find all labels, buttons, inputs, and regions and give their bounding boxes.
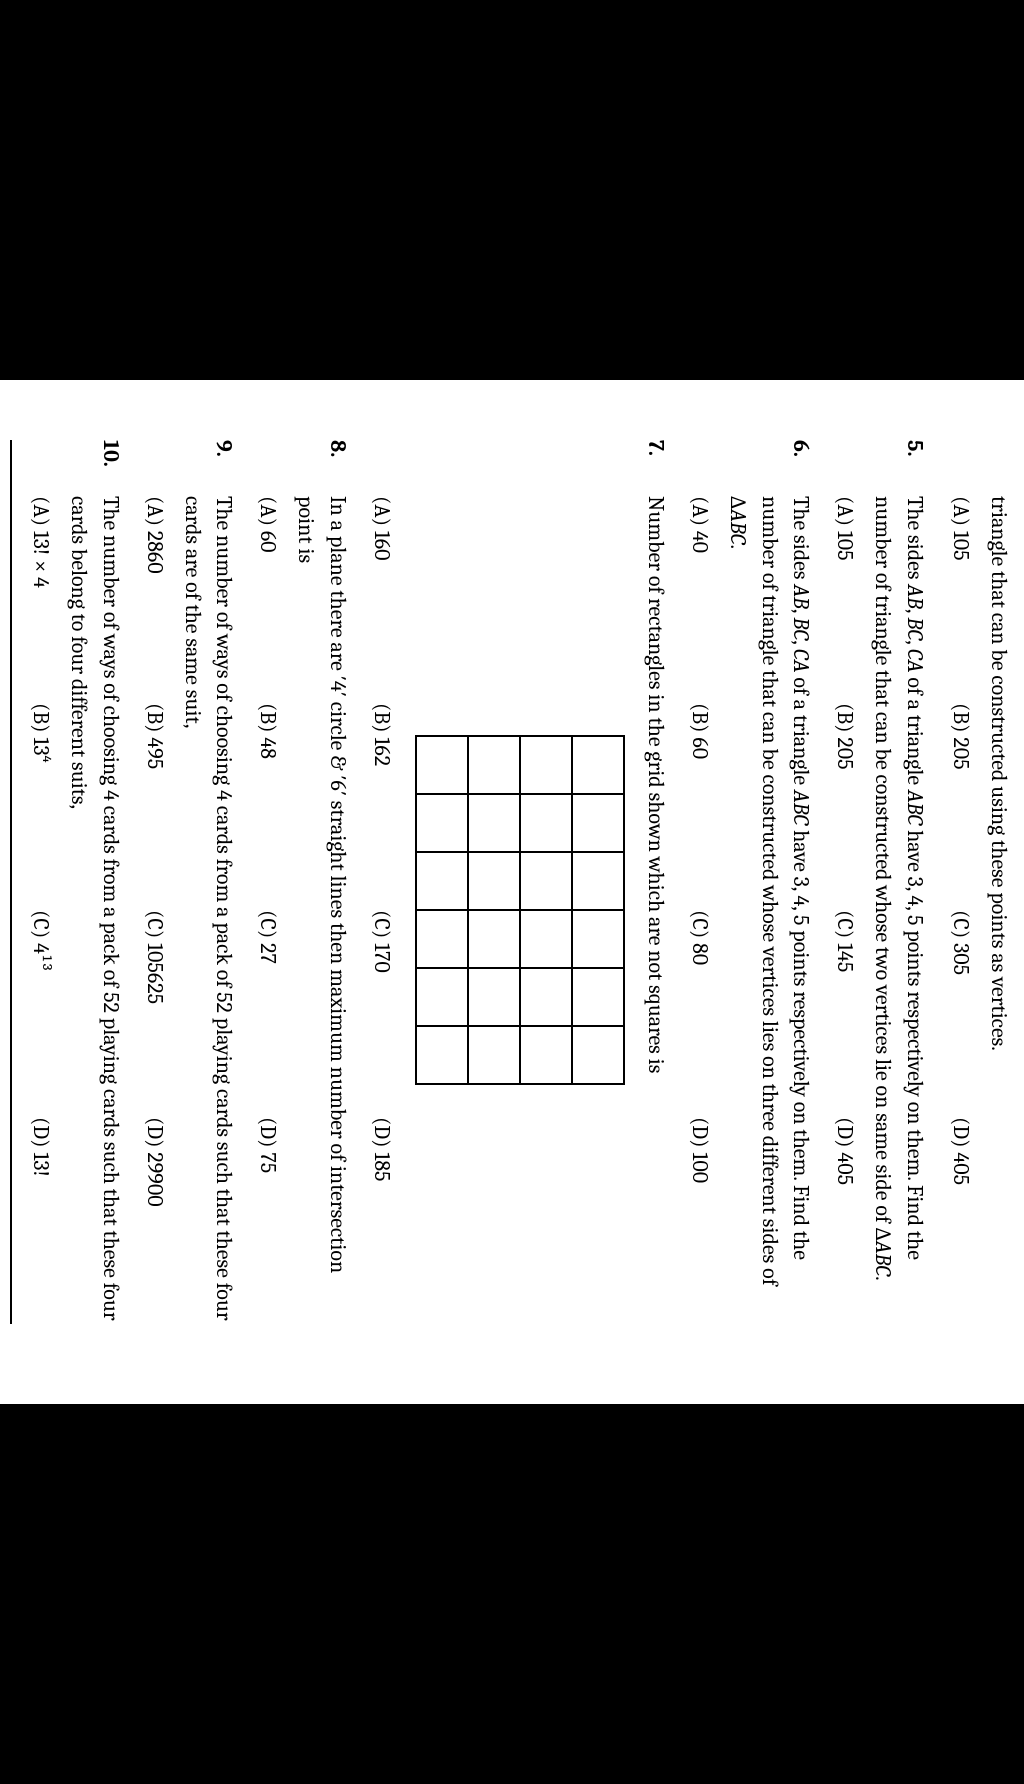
grid-cell — [416, 1026, 468, 1084]
question-body: The number of ways of choosing 4 cards f… — [138, 496, 240, 1324]
question-stem: Number of rectangles in the grid shown w… — [639, 496, 671, 1324]
grid-cell — [468, 968, 520, 1026]
intro-option-d: (D) 405 — [944, 1117, 976, 1324]
option-a: (A) 160 — [365, 496, 397, 703]
grid-cell — [520, 968, 572, 1026]
question-number: 7. — [365, 440, 671, 496]
option-c: (C) 80 — [683, 910, 715, 1117]
grid-cell — [572, 794, 624, 852]
grid-cell — [416, 910, 468, 968]
grid-figure — [415, 496, 625, 1324]
question-body: The sides AB, BC, CA of a triangle ABC h… — [828, 496, 930, 1324]
grid-cell — [572, 910, 624, 968]
grid-cell — [520, 852, 572, 910]
intro-options: (A) 105 (B) 205 (C) 305 (D) 405 — [944, 496, 976, 1324]
option-d: (D) 29900 — [138, 1117, 170, 1324]
question-stem: The number of ways of choosing 4 cards f… — [176, 496, 240, 1324]
option-a: (A) 40 — [683, 496, 715, 703]
grid-cell — [416, 736, 468, 794]
option-c: (C) 4¹³ — [24, 910, 56, 1117]
question-8: 8.In a plane there are ′4′ circle & ′6′ … — [251, 440, 353, 1324]
grid-cell — [572, 1026, 624, 1084]
grid-cell — [468, 794, 520, 852]
grid-table — [415, 735, 625, 1085]
grid-cell — [520, 736, 572, 794]
option-c: (C) 27 — [251, 910, 283, 1117]
option-a: (A) 60 — [251, 496, 283, 703]
option-a: (A) 2860 — [138, 496, 170, 703]
grid-cell — [416, 794, 468, 852]
grid-cell — [572, 968, 624, 1026]
question-stem: The number of ways of choosing 4 cards f… — [62, 496, 126, 1324]
option-b: (B) 205 — [828, 703, 860, 910]
intro-option-a: (A) 105 — [944, 496, 976, 703]
grid-cell — [572, 736, 624, 794]
question-7: 7.Number of rectangles in the grid shown… — [365, 440, 671, 1324]
intro-option-b: (B) 205 — [944, 703, 976, 910]
option-d: (D) 185 — [365, 1117, 397, 1324]
option-d: (D) 75 — [251, 1117, 283, 1324]
questions-list: 5.The sides AB, BC, CA of a triangle ABC… — [24, 440, 930, 1324]
page: triangle that can be constructed using t… — [0, 380, 1024, 1404]
grid-cell — [468, 1026, 520, 1084]
option-c: (C) 145 — [828, 910, 860, 1117]
question-body: Number of rectangles in the grid shown w… — [365, 496, 671, 1324]
option-b: (B) 13⁴ — [24, 703, 56, 910]
option-a: (A) 13! × 4 — [24, 496, 56, 703]
question-number: 9. — [138, 440, 240, 496]
intro-stem: triangle that can be constructed using t… — [982, 496, 1014, 1324]
question-6: 6.The sides AB, BC, CA of a triangle ABC… — [683, 440, 817, 1324]
question-stem: The sides AB, BC, CA of a triangle ABC h… — [721, 496, 817, 1324]
bottom-rule — [10, 440, 12, 1324]
question-stem: In a plane there are ′4′ circle & ′6′ st… — [289, 496, 353, 1324]
grid-cell — [416, 852, 468, 910]
grid-cell — [468, 852, 520, 910]
question-stem: The sides AB, BC, CA of a triangle ABC h… — [866, 496, 930, 1324]
option-c: (C) 105625 — [138, 910, 170, 1117]
grid-cell — [520, 910, 572, 968]
grid-cell — [572, 852, 624, 910]
option-a: (A) 105 — [828, 496, 860, 703]
question-number: 6. — [683, 440, 817, 496]
question-body: The number of ways of choosing 4 cards f… — [24, 496, 126, 1324]
question-options: (A) 2860(B) 495(C) 105625(D) 29900 — [138, 496, 170, 1324]
question-options: (A) 40(B) 60(C) 80(D) 100 — [683, 496, 715, 1324]
option-b: (B) 162 — [365, 703, 397, 910]
question-options: (A) 60(B) 48(C) 27(D) 75 — [251, 496, 283, 1324]
grid-cell — [468, 910, 520, 968]
question-9: 9.The number of ways of choosing 4 cards… — [138, 440, 240, 1324]
question-5: 5.The sides AB, BC, CA of a triangle ABC… — [828, 440, 930, 1324]
grid-cell — [520, 794, 572, 852]
option-c: (C) 170 — [365, 910, 397, 1117]
grid-cell — [416, 968, 468, 1026]
option-b: (B) 495 — [138, 703, 170, 910]
question-options: (A) 105(B) 205(C) 145(D) 405 — [828, 496, 860, 1324]
option-b: (B) 48 — [251, 703, 283, 910]
option-d: (D) 13! — [24, 1117, 56, 1324]
option-d: (D) 405 — [828, 1117, 860, 1324]
question-body: The sides AB, BC, CA of a triangle ABC h… — [683, 496, 817, 1324]
option-d: (D) 100 — [683, 1117, 715, 1324]
question-number: 5. — [828, 440, 930, 496]
question-number: 10. — [24, 440, 126, 496]
option-b: (B) 60 — [683, 703, 715, 910]
grid-cell — [468, 736, 520, 794]
question-body: In a plane there are ′4′ circle & ′6′ st… — [251, 496, 353, 1324]
intro-option-c: (C) 305 — [944, 910, 976, 1117]
question-options: (A) 13! × 4(B) 13⁴(C) 4¹³(D) 13! — [24, 496, 56, 1324]
question-10: 10.The number of ways of choosing 4 card… — [24, 440, 126, 1324]
question-options: (A) 160(B) 162(C) 170(D) 185 — [365, 496, 397, 1324]
question-number: 8. — [251, 440, 353, 496]
grid-cell — [520, 1026, 572, 1084]
